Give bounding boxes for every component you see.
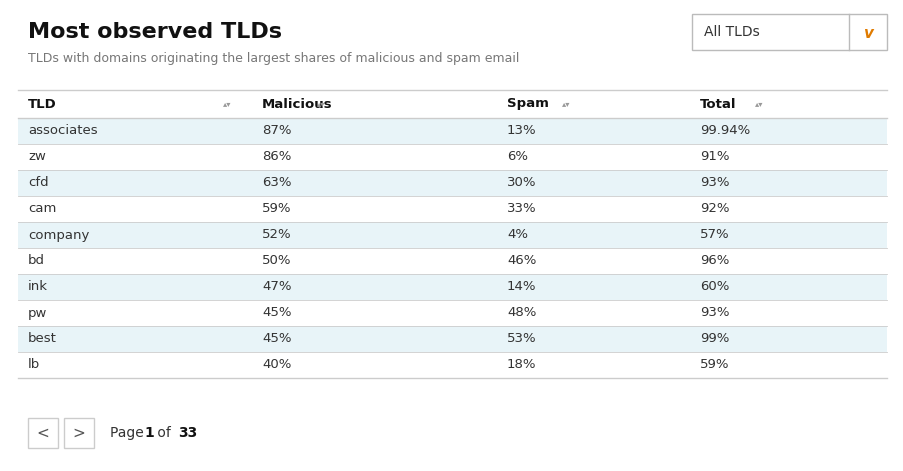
Bar <box>18 196 886 222</box>
Text: 33%: 33% <box>507 203 536 216</box>
Text: 50%: 50% <box>262 254 291 268</box>
Text: 40%: 40% <box>262 358 291 372</box>
Text: 63%: 63% <box>262 177 291 189</box>
Text: pw: pw <box>28 307 47 319</box>
Text: best: best <box>28 333 57 346</box>
Text: 93%: 93% <box>699 307 729 319</box>
Text: ink: ink <box>28 281 48 293</box>
Text: of: of <box>153 426 175 440</box>
Text: Spam: Spam <box>507 97 548 111</box>
Text: 52%: 52% <box>262 228 292 242</box>
Text: Most observed TLDs: Most observed TLDs <box>28 22 282 42</box>
Text: 92%: 92% <box>699 203 729 216</box>
Text: 48%: 48% <box>507 307 535 319</box>
Text: 13%: 13% <box>507 124 536 138</box>
Bar <box>18 274 886 300</box>
Text: associates: associates <box>28 124 98 138</box>
Text: 59%: 59% <box>699 358 729 372</box>
Text: 91%: 91% <box>699 151 729 163</box>
Text: 1: 1 <box>144 426 154 440</box>
Text: TLDs with domains originating the largest shares of malicious and spam email: TLDs with domains originating the larges… <box>28 52 519 65</box>
Text: ▴▾: ▴▾ <box>223 99 231 108</box>
Text: 86%: 86% <box>262 151 291 163</box>
Text: cfd: cfd <box>28 177 49 189</box>
Text: v: v <box>862 25 872 41</box>
Bar <box>28 418 58 448</box>
Bar <box>18 144 886 170</box>
Bar <box>18 222 886 248</box>
Text: >: > <box>72 425 85 440</box>
Text: 45%: 45% <box>262 333 291 346</box>
Bar <box>18 248 886 274</box>
Bar <box>691 14 886 50</box>
Text: 96%: 96% <box>699 254 729 268</box>
Bar <box>18 170 886 196</box>
Text: 4%: 4% <box>507 228 527 242</box>
Bar <box>64 418 94 448</box>
Text: bd: bd <box>28 254 45 268</box>
Text: zw: zw <box>28 151 46 163</box>
Text: cam: cam <box>28 203 56 216</box>
Text: 45%: 45% <box>262 307 291 319</box>
Text: ▴▾: ▴▾ <box>754 99 763 108</box>
Text: TLD: TLD <box>28 97 57 111</box>
Text: 30%: 30% <box>507 177 535 189</box>
Text: 6%: 6% <box>507 151 527 163</box>
Bar <box>18 118 886 144</box>
Text: 60%: 60% <box>699 281 729 293</box>
Text: 99%: 99% <box>699 333 729 346</box>
Text: All TLDs: All TLDs <box>703 25 759 39</box>
Bar <box>18 300 886 326</box>
Text: ▴▾: ▴▾ <box>562 99 570 108</box>
Text: 99.94%: 99.94% <box>699 124 749 138</box>
Text: company: company <box>28 228 89 242</box>
Bar <box>18 326 886 352</box>
Text: Page: Page <box>110 426 148 440</box>
Text: 46%: 46% <box>507 254 535 268</box>
Text: <: < <box>37 425 50 440</box>
Text: 33: 33 <box>178 426 197 440</box>
Text: Total: Total <box>699 97 736 111</box>
Bar <box>18 352 886 378</box>
Text: Malicious: Malicious <box>262 97 332 111</box>
Text: 18%: 18% <box>507 358 535 372</box>
Text: 47%: 47% <box>262 281 291 293</box>
Text: ▴▾: ▴▾ <box>317 99 325 108</box>
Text: 14%: 14% <box>507 281 535 293</box>
Text: 59%: 59% <box>262 203 291 216</box>
Text: 53%: 53% <box>507 333 536 346</box>
Text: 57%: 57% <box>699 228 729 242</box>
Text: 93%: 93% <box>699 177 729 189</box>
Text: 87%: 87% <box>262 124 291 138</box>
Text: lb: lb <box>28 358 41 372</box>
